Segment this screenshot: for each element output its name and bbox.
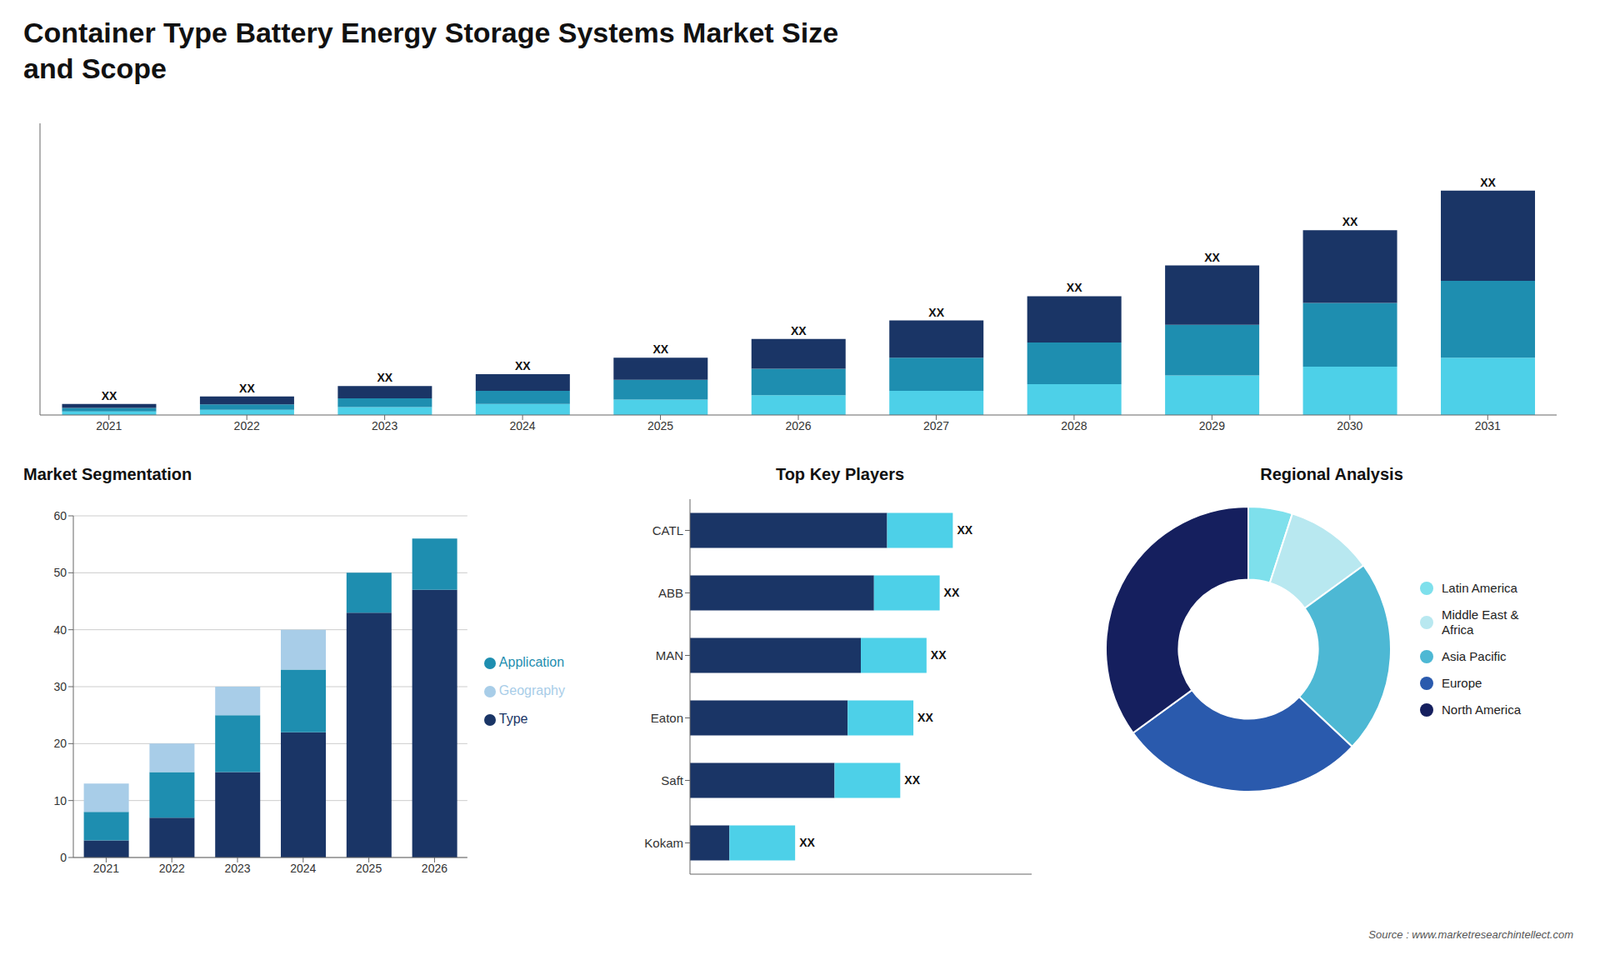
svg-text:XX: XX (790, 324, 807, 338)
svg-text:50: 50 (53, 565, 67, 580)
svg-text:2027: 2027 (923, 419, 950, 433)
svg-text:10: 10 (53, 794, 67, 808)
svg-text:XX: XX (1480, 175, 1496, 190)
svg-text:XX: XX (944, 585, 960, 600)
svg-text:2022: 2022 (159, 861, 185, 875)
svg-text:2025: 2025 (355, 861, 382, 875)
svg-text:2026: 2026 (421, 861, 448, 875)
html-text:Latin America: Latin America (1441, 580, 1518, 595)
svg-text:2025: 2025 (647, 419, 674, 433)
svg-text:2031: 2031 (1475, 419, 1501, 433)
html-text:Geography: Geography (499, 683, 565, 698)
svg-text:XX: XX (101, 389, 118, 403)
svg-text:2021: 2021 (95, 419, 122, 433)
svg-text:2024: 2024 (290, 861, 316, 875)
svg-text:2026: 2026 (785, 419, 811, 433)
svg-text:MAN: MAN (655, 648, 684, 663)
svg-text:XX: XX (799, 835, 815, 850)
html-text:Container Type Battery Energy: Container Type Battery Energy Storage Sy… (23, 16, 839, 84)
svg-text:60: 60 (53, 509, 67, 523)
html-text:Source : www.marketresearchint: Source : www.marketresearchintellect.com (1368, 928, 1574, 941)
svg-text:30: 30 (53, 680, 67, 694)
svg-text:2023: 2023 (371, 419, 398, 433)
html-text:Type: Type (499, 711, 528, 726)
svg-text:XX: XX (515, 359, 531, 373)
svg-text:XX: XX (1342, 215, 1359, 229)
html-text:Asia Pacific: Asia Pacific (1441, 649, 1507, 664)
svg-text:XX: XX (377, 370, 394, 385)
svg-text:XX: XX (1066, 280, 1083, 295)
svg-text:2023: 2023 (224, 861, 250, 875)
html-text:Top Key Players: Top Key Players (775, 465, 905, 484)
svg-text:XX: XX (930, 648, 947, 662)
html-text:Europe: Europe (1441, 675, 1482, 690)
html-text:Regional Analysis: Regional Analysis (1260, 465, 1404, 484)
html-text:Application: Application (499, 655, 565, 670)
html-text:Middle East & Africa: Middle East & Africa (1441, 607, 1519, 637)
html-text:Market Segmentation: Market Segmentation (23, 465, 192, 484)
svg-text:ABB: ABB (658, 585, 684, 600)
svg-text:0: 0 (60, 850, 67, 865)
svg-text:20: 20 (53, 736, 67, 750)
svg-text:XX: XX (928, 305, 945, 320)
svg-text:Kokam: Kokam (644, 835, 684, 850)
svg-text:XX: XX (904, 773, 920, 787)
svg-text:2024: 2024 (510, 419, 536, 433)
svg-text:Saft: Saft (660, 773, 685, 788)
svg-text:2030: 2030 (1336, 419, 1363, 433)
svg-text:2028: 2028 (1060, 419, 1087, 433)
svg-text:Eaton: Eaton (650, 710, 684, 725)
svg-text:2022: 2022 (234, 419, 260, 433)
svg-text:XX: XX (652, 342, 669, 356)
svg-text:XX: XX (1204, 250, 1220, 265)
svg-text:2029: 2029 (1199, 419, 1225, 433)
svg-text:2021: 2021 (93, 861, 120, 875)
svg-text:XX: XX (956, 523, 973, 537)
svg-text:XX: XX (239, 381, 255, 395)
svg-text:40: 40 (53, 623, 67, 637)
html-text:North America: North America (1441, 702, 1521, 717)
svg-text:XX: XX (917, 710, 934, 725)
svg-text:CATL: CATL (652, 523, 684, 538)
